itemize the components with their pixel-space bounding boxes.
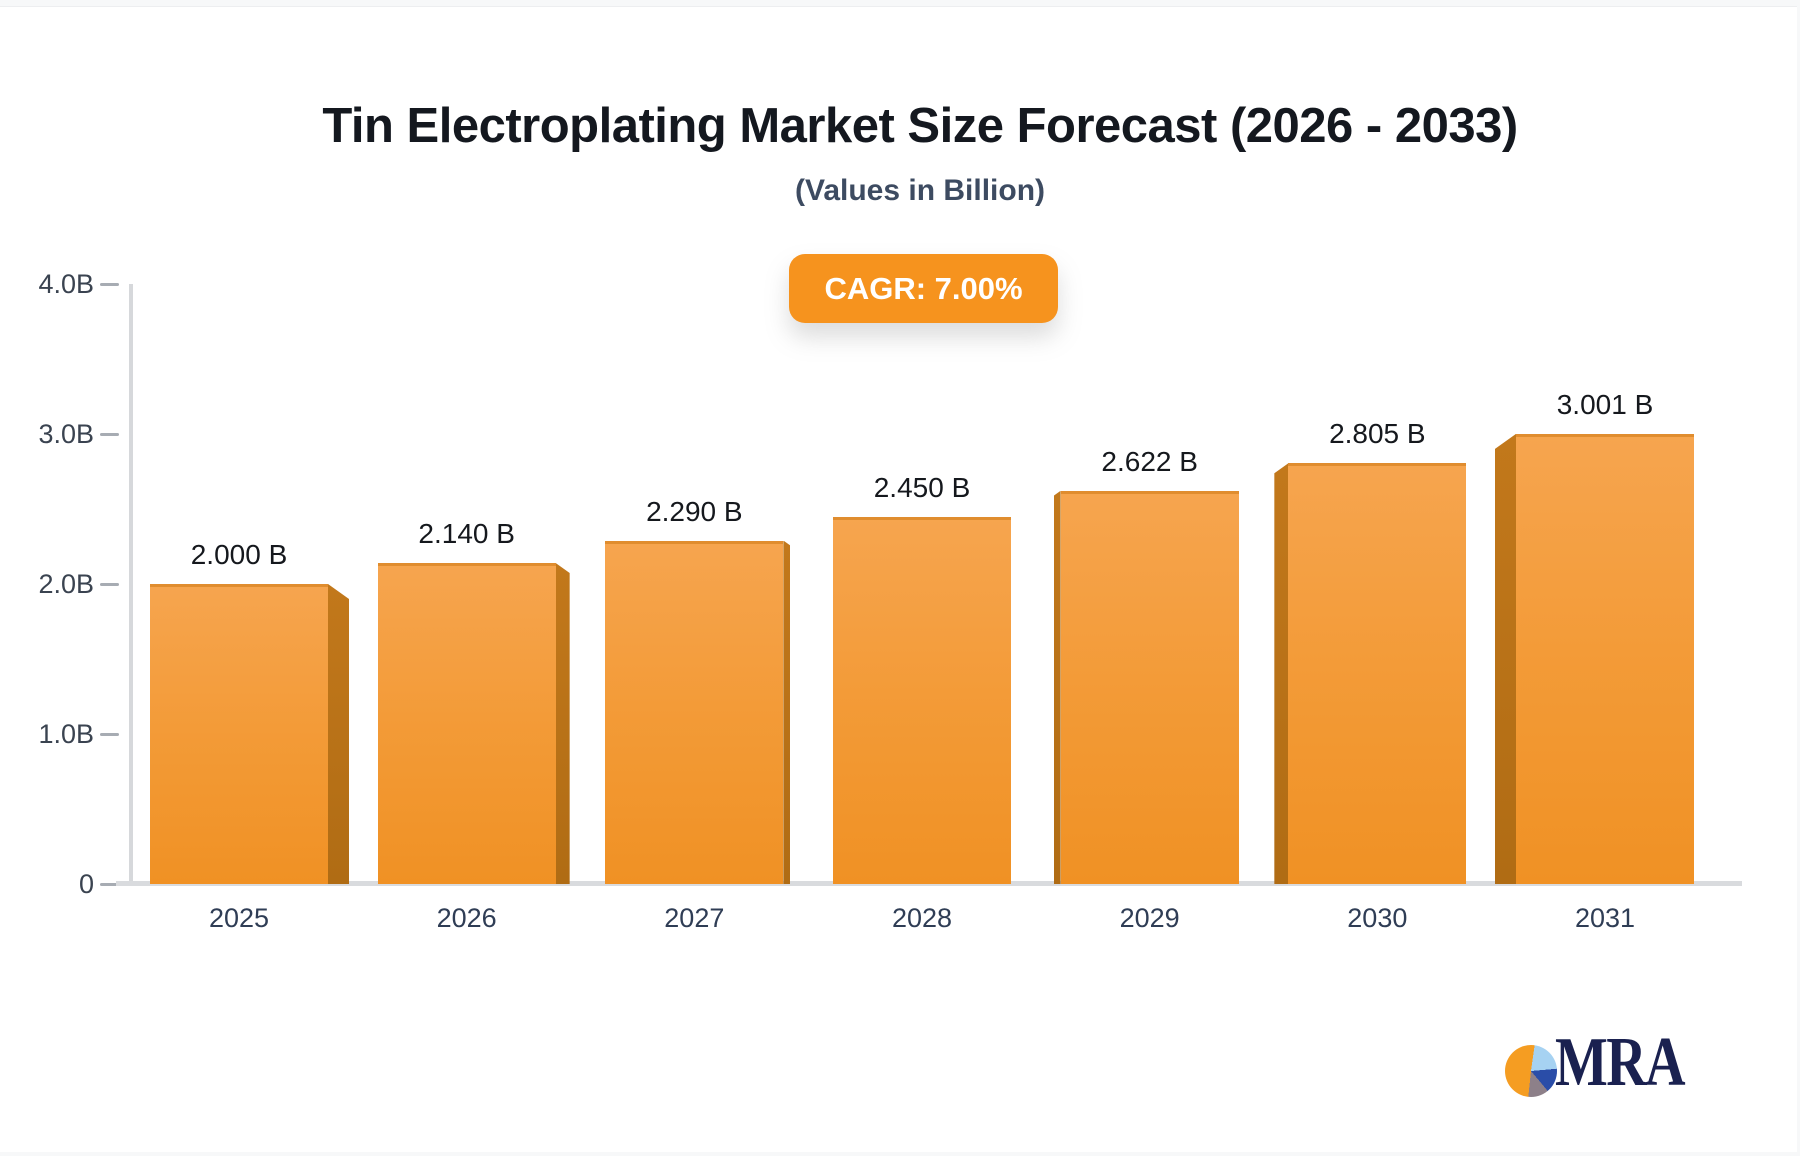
- bar-side: [555, 563, 570, 884]
- bar-side: [783, 540, 791, 884]
- bar-face: [377, 563, 556, 884]
- bar-side: [1053, 490, 1061, 884]
- pie-chart-icon: [1505, 1045, 1557, 1097]
- bar-value-label: 2.140 B: [418, 518, 515, 549]
- chart-subtitle: (Values in Billion): [794, 174, 1046, 207]
- x-axis-label: 2030: [1347, 903, 1408, 933]
- bar-side: [328, 584, 349, 884]
- bar-side: [1274, 463, 1289, 884]
- y-axis-label: 2.0B: [38, 569, 94, 599]
- y-axis-label: 0: [78, 869, 94, 899]
- bar-side: [1495, 433, 1516, 884]
- y-axis-label: 4.0B: [38, 269, 94, 299]
- bar-value-label: 2.000 B: [190, 539, 288, 570]
- bar-value-label: 2.622 B: [1101, 445, 1198, 477]
- bar-face: [833, 516, 1011, 884]
- logo-text: MRA: [1555, 1024, 1686, 1101]
- bar-value-label: 2.805 B: [1329, 418, 1426, 450]
- mra-logo: MRA: [1505, 1028, 1765, 1110]
- page-bottom-border: [0, 1152, 1800, 1156]
- bar-face: [150, 584, 328, 884]
- bar-value-label: 3.001 B: [1556, 388, 1654, 420]
- x-axis-label: 2028: [891, 903, 953, 933]
- y-axis-tick: [100, 583, 119, 586]
- y-axis-tick: [100, 283, 119, 286]
- x-axis-label: 2025: [208, 903, 270, 933]
- y-axis-tick: [100, 433, 119, 436]
- y-axis-label: 1.0B: [38, 719, 94, 749]
- bar-face: [1516, 433, 1694, 884]
- y-axis-line: [129, 284, 133, 886]
- cagr-badge: CAGR: 7.00%: [789, 254, 1058, 323]
- y-axis-tick: [100, 733, 119, 736]
- y-axis-label: 3.0B: [38, 419, 94, 449]
- chart-title: Tin Electroplating Market Size Forecast …: [322, 99, 1518, 153]
- y-axis-tick: [100, 883, 119, 886]
- bar-face: [1060, 490, 1239, 884]
- x-axis-label: 2026: [436, 903, 497, 933]
- x-axis-label: 2027: [664, 903, 725, 933]
- bar-value-label: 2.290 B: [646, 495, 743, 527]
- bar-face: [1288, 463, 1467, 884]
- x-axis-label: 2031: [1574, 903, 1636, 933]
- bar-face: [605, 540, 784, 884]
- page-top-border: [0, 0, 1800, 7]
- page-right-border: [1797, 0, 1800, 1156]
- bar-value-label: 2.450 B: [873, 471, 971, 503]
- x-axis-label: 2029: [1119, 903, 1180, 933]
